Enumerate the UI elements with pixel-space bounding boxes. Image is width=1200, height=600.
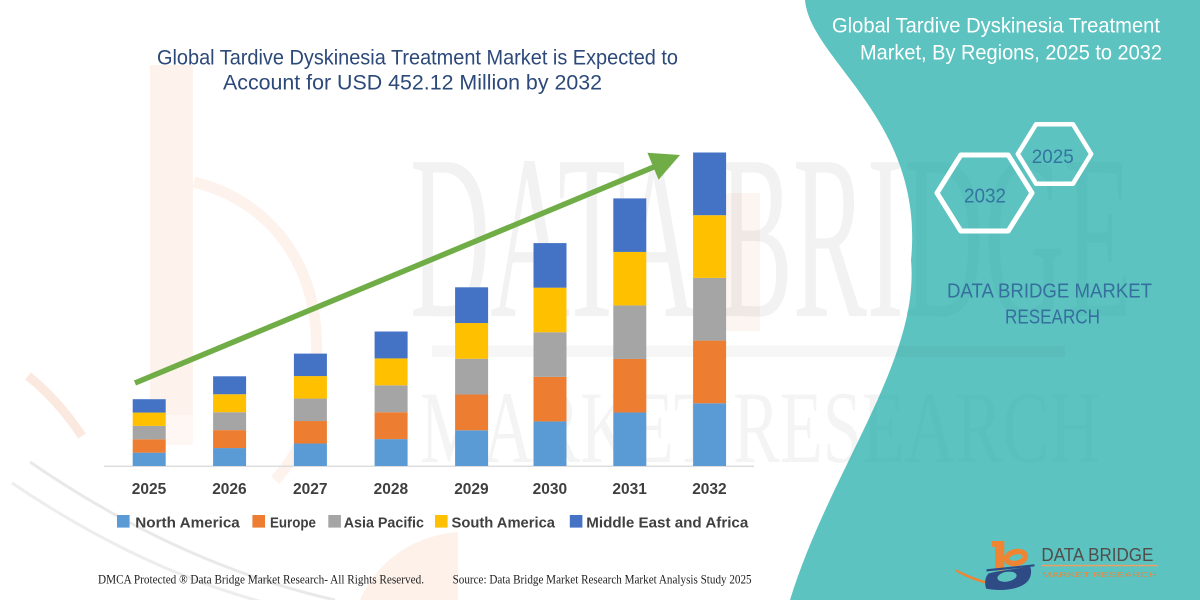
svg-text:DATA BRIDGE: DATA BRIDGE (1041, 545, 1153, 565)
svg-text:Asia Pacific: Asia Pacific (344, 515, 424, 532)
svg-text:2031: 2031 (612, 481, 647, 498)
svg-text:2025: 2025 (132, 481, 167, 498)
svg-text:2030: 2030 (533, 481, 568, 498)
svg-text:South America: South America (452, 515, 556, 532)
svg-text:2026: 2026 (212, 481, 247, 498)
svg-text:2025: 2025 (1032, 147, 1074, 168)
svg-text:Global Tardive Dyskinesia Trea: Global Tardive Dyskinesia Treatment Mark… (157, 46, 678, 70)
svg-text:2032: 2032 (692, 481, 727, 498)
svg-text:Market, By Regions, 2025 to 20: Market, By Regions, 2025 to 2032 (860, 42, 1162, 65)
svg-text:RESEARCH: RESEARCH (1005, 307, 1100, 329)
svg-text:Source: Data Bridge Market Res: Source: Data Bridge Market Research Mark… (453, 573, 752, 587)
svg-text:MARKET RESEARCH: MARKET RESEARCH (1042, 570, 1157, 579)
svg-text:DATA BRIDGE: DATA BRIDGE (410, 107, 1132, 367)
svg-text:DMCA Protected ® Data Bridge M: DMCA Protected ® Data Bridge Market Rese… (98, 573, 424, 587)
svg-text:2029: 2029 (454, 481, 489, 498)
svg-text:2032: 2032 (964, 186, 1006, 208)
svg-text:Middle East and Africa: Middle East and Africa (586, 515, 749, 532)
svg-text:North America: North America (135, 515, 240, 532)
svg-text:2028: 2028 (374, 481, 409, 498)
svg-text:2027: 2027 (293, 481, 328, 498)
svg-text:Europe: Europe (270, 515, 316, 532)
svg-text:Global Tardive Dyskinesia Trea: Global Tardive Dyskinesia Treatment (832, 15, 1160, 38)
svg-text:DATA BRIDGE MARKET: DATA BRIDGE MARKET (947, 281, 1152, 303)
svg-text:Account for USD 452.12 Million: Account for USD 452.12 Million by 2032 (223, 71, 602, 95)
